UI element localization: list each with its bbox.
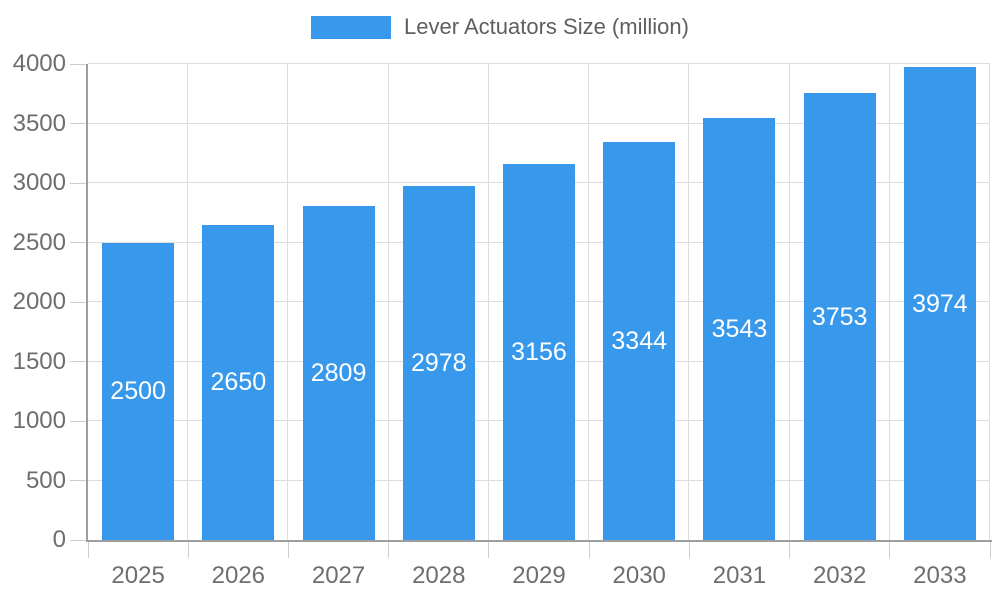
y-axis-tick <box>70 301 88 303</box>
x-axis-tick <box>187 542 189 558</box>
bar <box>703 118 776 540</box>
gridline-vertical <box>387 64 389 540</box>
x-axis-tick <box>388 542 390 558</box>
x-axis-tick <box>789 542 791 558</box>
x-axis-tick <box>588 542 590 558</box>
y-tick-label: 3500 <box>12 109 66 137</box>
x-axis-line <box>86 540 992 542</box>
bar-value-label: 3344 <box>611 327 668 356</box>
x-axis-tick <box>87 542 89 558</box>
bar-value-label: 2500 <box>110 377 166 406</box>
bar <box>503 164 575 540</box>
bar <box>102 242 175 540</box>
y-tick-label: 1500 <box>12 347 66 375</box>
y-tick-label: 3000 <box>12 169 66 196</box>
y-tick-label: 500 <box>25 466 66 494</box>
y-tick-label: 2000 <box>12 288 66 315</box>
gridline-vertical <box>287 64 289 540</box>
legend[interactable]: Lever Actuators Size (million) <box>0 14 1000 40</box>
y-tick-label: 1000 <box>12 407 66 434</box>
gridline-vertical <box>487 64 489 540</box>
y-tick-label: 2500 <box>12 228 66 256</box>
plot-area: 0 500 1000 1500 2000 2500 3000 3500 4000 2500 2025… <box>13 51 991 589</box>
gridline-vertical <box>588 64 590 540</box>
y-axis-tick <box>70 539 88 541</box>
bar <box>402 185 475 540</box>
gridline-vertical <box>788 64 790 540</box>
bar <box>302 205 375 540</box>
y-axis-tick <box>70 242 88 243</box>
x-tick-label: 2033 <box>913 562 967 589</box>
gridline-vertical <box>888 64 890 540</box>
y-axis-tick <box>70 480 88 481</box>
y-axis-line <box>86 64 88 542</box>
gridline-vertical <box>989 64 990 540</box>
gridline-horizontal <box>88 122 990 124</box>
bar-value-label: 3974 <box>912 289 968 318</box>
bar-value-label: 2650 <box>210 368 267 397</box>
gridline-vertical <box>187 64 189 540</box>
bar-value-label: 2978 <box>410 348 467 377</box>
x-tick-label: 2025 <box>111 562 165 589</box>
x-tick-label: 2030 <box>612 562 666 589</box>
bar-value-label: 2809 <box>310 358 367 387</box>
x-tick-label: 2027 <box>311 562 366 589</box>
bar <box>202 224 275 540</box>
y-axis-tick <box>70 123 88 124</box>
bar <box>903 67 976 540</box>
y-axis-tick <box>70 182 88 184</box>
bar <box>603 142 676 540</box>
gridline-horizontal <box>88 63 990 64</box>
legend-swatch <box>311 15 392 39</box>
y-tick-label: 0 <box>52 526 66 553</box>
bar-value-label: 3543 <box>711 315 768 344</box>
y-axis-tick <box>70 420 88 422</box>
bar <box>803 93 876 540</box>
x-tick-label: 2026 <box>211 562 266 589</box>
x-axis-tick <box>889 542 891 558</box>
x-tick-label: 2028 <box>412 562 466 589</box>
y-axis-tick <box>70 361 88 362</box>
legend-label: Lever Actuators Size (million) <box>404 14 689 39</box>
gridline-vertical <box>688 64 690 540</box>
bar-value-label: 3156 <box>511 338 567 367</box>
y-tick-label: 4000 <box>12 50 66 77</box>
x-axis-tick <box>989 542 991 558</box>
bar-value-label: 3753 <box>811 302 868 331</box>
x-axis-tick <box>488 542 490 558</box>
x-tick-label: 2031 <box>712 562 767 589</box>
y-axis-tick <box>70 63 88 65</box>
x-tick-label: 2029 <box>512 562 566 589</box>
x-axis-tick <box>688 542 690 558</box>
x-tick-label: 2032 <box>812 562 867 589</box>
x-axis-tick <box>287 542 289 558</box>
